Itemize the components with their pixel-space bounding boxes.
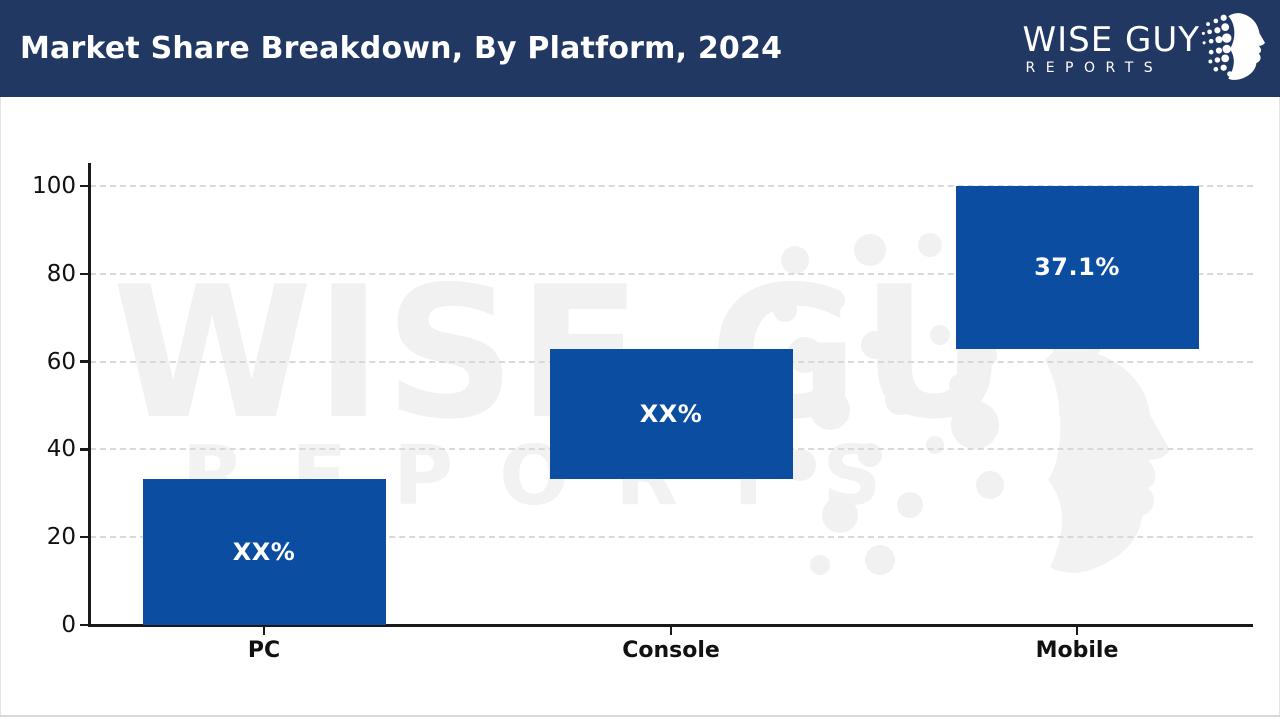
- x-category-label: Mobile: [1035, 638, 1119, 663]
- bar-value-label: XX%: [232, 537, 296, 566]
- y-tick-80: [80, 272, 89, 276]
- brand-name: WISE GUY: [1022, 19, 1200, 60]
- x-axis-line: [88, 624, 1253, 627]
- gridline-20: [90, 536, 1253, 539]
- y-tick-label: 60: [46, 348, 76, 375]
- bar-pc: XX%: [142, 478, 386, 625]
- y-tick-label: 40: [46, 436, 76, 463]
- x-tick-console: [669, 626, 673, 635]
- y-tick-60: [80, 360, 89, 363]
- y-tick-label: 20: [46, 524, 76, 551]
- brand-head-icon: [1201, 12, 1265, 80]
- x-tick-pc: [262, 626, 266, 635]
- bottom-border: [0, 715, 1280, 717]
- y-tick-label: 0: [61, 612, 76, 638]
- brand-logo: WISE GUY REPORTS: [1022, 2, 1272, 95]
- brand-text: WISE GUY REPORTS: [1022, 22, 1200, 76]
- x-tick-mobile: [1075, 626, 1079, 635]
- gridline-100: [90, 185, 1253, 187]
- header-banner: Market Share Breakdown, By Platform, 202…: [0, 0, 1280, 97]
- gridline-80: [90, 272, 1253, 275]
- bar-mobile: 37.1%: [955, 186, 1199, 349]
- bar-value-label: 37.1%: [1034, 253, 1120, 282]
- y-tick-label: 100: [32, 173, 76, 199]
- y-tick-20: [80, 535, 89, 539]
- left-border: [0, 97, 1, 716]
- x-category-label: Console: [622, 638, 720, 663]
- y-axis-line: [88, 163, 91, 626]
- y-tick-100: [80, 184, 89, 188]
- bar-value-label: XX%: [639, 399, 703, 428]
- x-category-label: PC: [247, 638, 281, 663]
- brand-subtitle: REPORTS: [1025, 59, 1164, 76]
- y-tick-0: [80, 623, 89, 627]
- bar-console: XX%: [549, 348, 793, 479]
- y-tick-label: 80: [46, 260, 76, 287]
- y-tick-40: [80, 448, 89, 451]
- page-title: Market Share Breakdown, By Platform, 202…: [20, 31, 783, 66]
